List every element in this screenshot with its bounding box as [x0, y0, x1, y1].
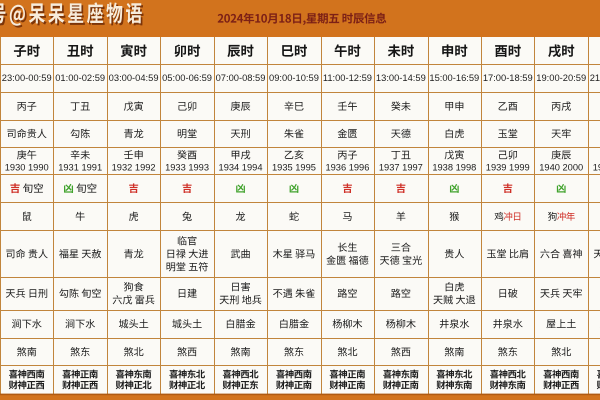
svg-text:15:00-16:59: 15:00-16:59 [429, 73, 479, 83]
svg-text:1937 1997: 1937 1997 [379, 163, 423, 173]
svg-text:1932 1992: 1932 1992 [112, 163, 156, 173]
svg-text:05:00-06:59: 05:00-06:59 [162, 73, 212, 83]
svg-text:03:00-04:59: 03:00-04:59 [109, 73, 159, 83]
svg-text:1931 1991: 1931 1991 [58, 163, 102, 173]
svg-text:21:00-22:59: 21:00-22:59 [590, 73, 600, 83]
svg-text:09:00-10:59: 09:00-10:59 [269, 73, 319, 83]
svg-text:01:00-02:59: 01:00-02:59 [55, 73, 105, 83]
svg-text:1934 1994: 1934 1994 [219, 163, 263, 173]
svg-text:1935 1995: 1935 1995 [272, 163, 316, 173]
svg-text:17:00-18:59: 17:00-18:59 [483, 73, 533, 83]
svg-text:1938 1998: 1938 1998 [432, 163, 476, 173]
svg-text:1940 2000: 1940 2000 [539, 163, 583, 173]
svg-text:1936 1996: 1936 1996 [325, 163, 369, 173]
svg-text:19:00-20:59: 19:00-20:59 [536, 73, 586, 83]
svg-text:1933 1993: 1933 1993 [165, 163, 209, 173]
svg-text:07:00-08:59: 07:00-08:59 [216, 73, 266, 83]
svg-text:1941 2001: 1941 2001 [593, 163, 600, 173]
svg-text:1939 1999: 1939 1999 [486, 163, 530, 173]
svg-text:13:00-14:59: 13:00-14:59 [376, 73, 426, 83]
svg-text:1930 1990: 1930 1990 [5, 163, 49, 173]
svg-text:23:00-00:59: 23:00-00:59 [2, 73, 52, 83]
svg-text:11:00-12:59: 11:00-12:59 [323, 73, 372, 83]
